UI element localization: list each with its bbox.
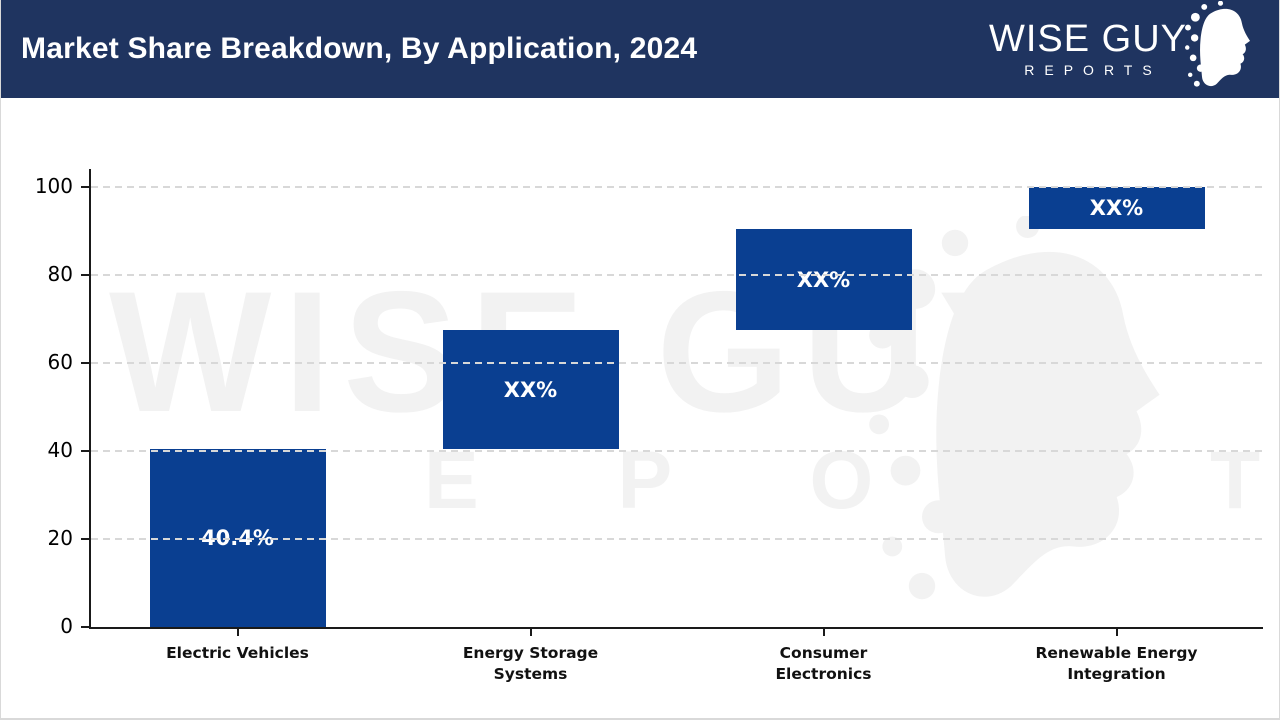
gridline xyxy=(91,186,1263,188)
category-label-line: Electric Vehicles xyxy=(166,644,309,662)
category-label-line: Renewable Energy xyxy=(1035,644,1198,662)
bar-segment: XX% xyxy=(735,229,912,331)
category-label: Renewable Energy Integration xyxy=(970,643,1264,685)
x-axis-tick xyxy=(822,629,825,636)
brand-logo: WISE GUY REPORTS xyxy=(989,1,1261,97)
bar-value-label: XX% xyxy=(503,377,558,402)
gridline xyxy=(91,450,1263,452)
category-label: Energy Storage Systems xyxy=(384,643,678,685)
y-axis-tick xyxy=(81,626,89,628)
y-axis-tick-label: 60 xyxy=(47,350,73,374)
x-axis-tick xyxy=(236,629,239,636)
y-axis-tick-label: 40 xyxy=(47,438,73,462)
category-label-line: Electronics xyxy=(775,664,872,683)
brand-name: WISE GUY xyxy=(988,18,1187,60)
y-axis-tick xyxy=(81,186,89,188)
bar-segment: XX% xyxy=(442,330,619,450)
category-label: Electric Vehicles xyxy=(91,643,385,664)
y-axis-tick-label: 100 xyxy=(34,174,73,198)
y-axis-tick xyxy=(81,274,89,276)
gridline xyxy=(91,538,1263,540)
bar-value-label: XX% xyxy=(1089,196,1144,221)
y-axis-tick-label: 20 xyxy=(47,526,73,550)
gridline xyxy=(91,274,1263,276)
y-axis-tick xyxy=(81,450,89,452)
category-label-line: Consumer xyxy=(779,644,868,662)
plot-area: 0 20 40 60 80 100 40.4% Electric Vehicles XX% Ene… xyxy=(35,169,1263,683)
y-axis-tick-label: 80 xyxy=(47,262,73,286)
category-label-line: Integration xyxy=(1067,664,1166,683)
bar-value-label: XX% xyxy=(796,267,851,292)
category-label-line: Energy Storage xyxy=(462,644,599,662)
category-label-line: Systems xyxy=(493,664,568,683)
header-bar: Market Share Breakdown, By Application, … xyxy=(1,0,1279,98)
page-title: Market Share Breakdown, By Application, … xyxy=(21,32,698,65)
chart-area: WISE GUY R E P O R T S 02040608010040.4%… xyxy=(1,98,1279,718)
y-axis-line xyxy=(89,169,91,187)
y-axis-tick-label: 0 xyxy=(60,614,73,638)
category-label: Consumer Electronics xyxy=(677,643,971,685)
gridline xyxy=(91,362,1263,364)
brand-logo-text: WISE GUY REPORTS xyxy=(989,20,1187,78)
x-axis-tick xyxy=(1115,629,1118,636)
bar-segment: XX% xyxy=(1028,187,1205,230)
brand-face-icon xyxy=(1177,1,1261,97)
x-axis-tick xyxy=(529,629,532,636)
y-axis-tick xyxy=(81,362,89,364)
y-axis-tick xyxy=(81,538,89,540)
brand-subname: REPORTS xyxy=(1024,62,1162,78)
